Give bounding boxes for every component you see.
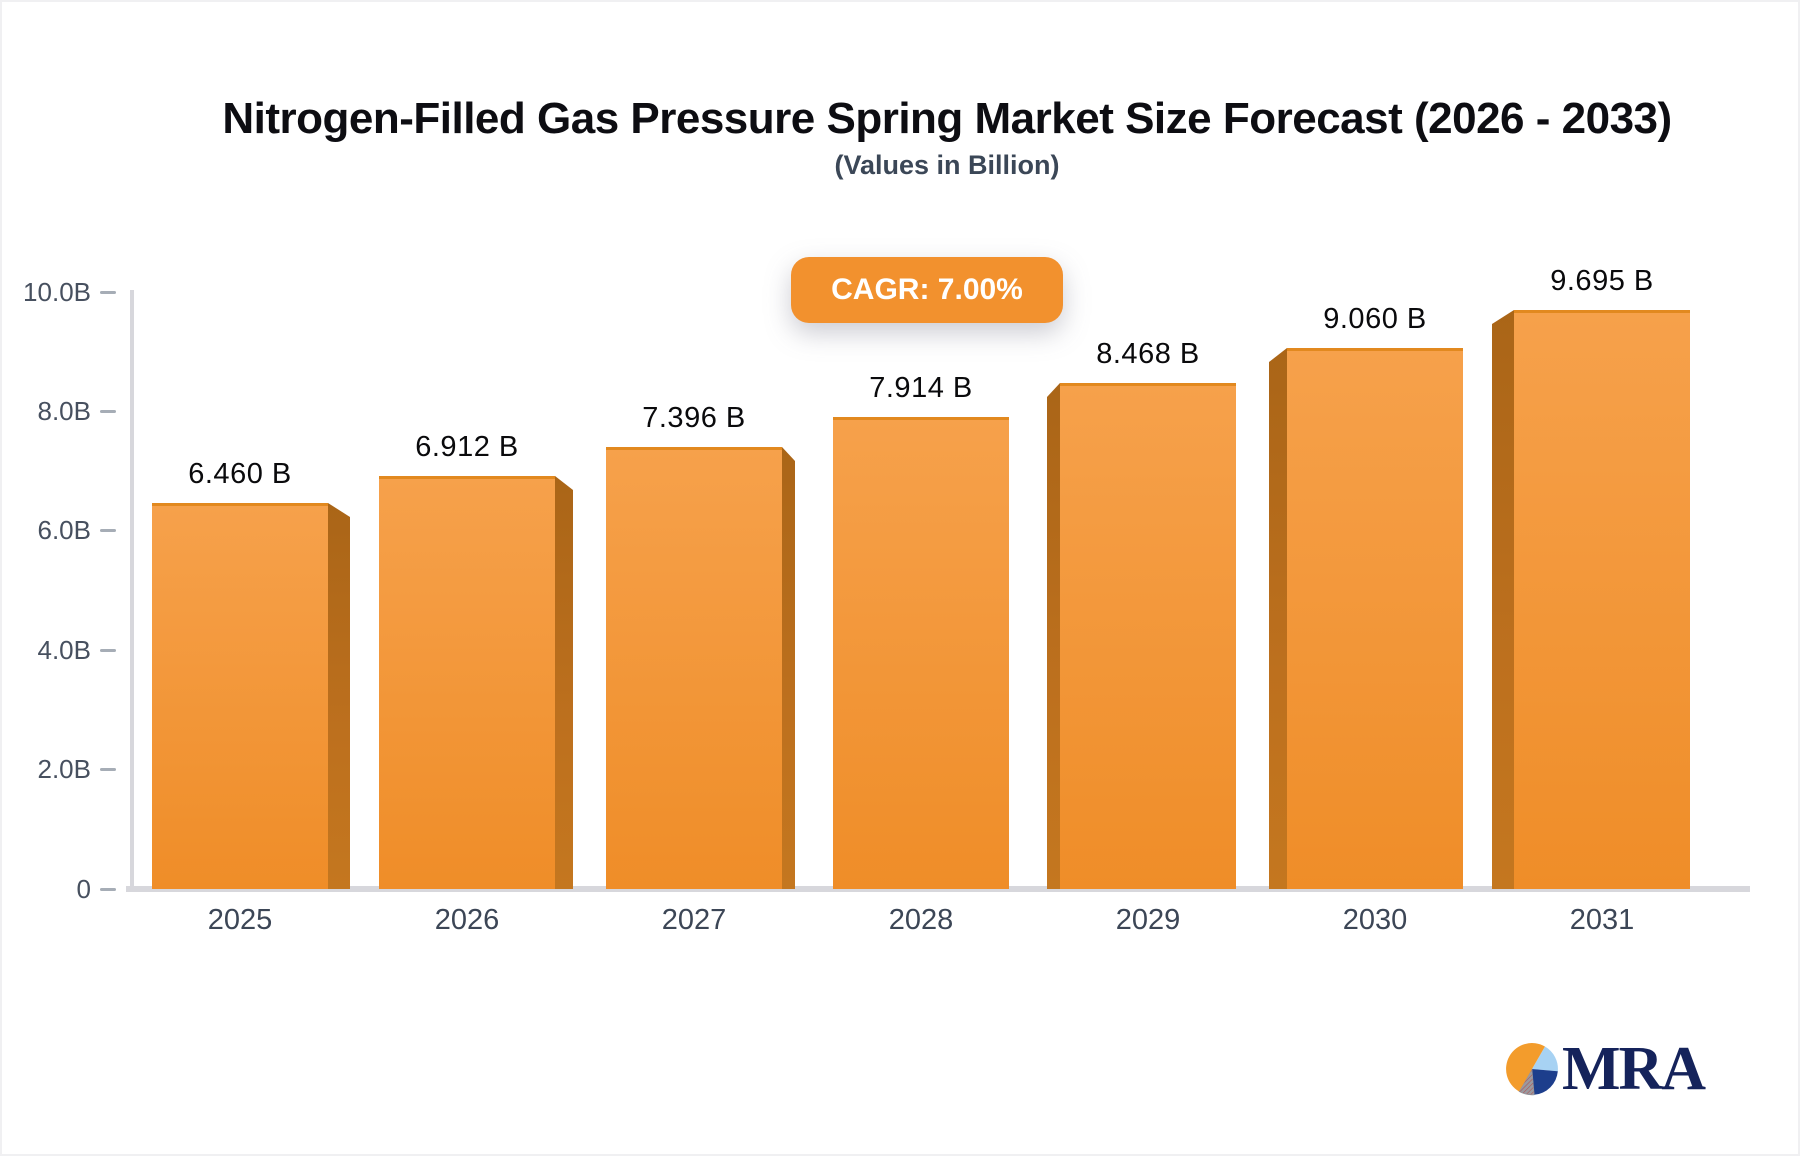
- bar-value-label: 8.468 B: [1096, 338, 1200, 370]
- y-tick-label: 4.0B: [37, 634, 92, 665]
- bar-front-face: [1060, 383, 1236, 889]
- y-tick-mark: [100, 409, 116, 413]
- x-label-2026: 2026: [434, 904, 500, 936]
- bar-front-face: [379, 476, 555, 889]
- bar-value-label: 7.914 B: [869, 372, 973, 404]
- bar-2027: 7.396 B: [606, 402, 795, 889]
- y-tick-mark: [100, 768, 116, 772]
- bar-side-face: [1492, 310, 1514, 889]
- bar-front-face: [152, 503, 328, 889]
- x-label-2028: 2028: [888, 904, 954, 936]
- bar-side-face: [1047, 383, 1060, 889]
- y-tick-mark: [100, 648, 116, 652]
- y-tick-mark: [100, 529, 116, 533]
- x-label-2027: 2027: [661, 904, 727, 936]
- x-label-2025: 2025: [207, 904, 273, 936]
- y-tick-mark: [100, 887, 116, 891]
- bar-2028: 7.914 B: [833, 372, 1009, 889]
- y-tick: 8.0B: [2, 395, 116, 426]
- y-tick-mark: [100, 290, 116, 294]
- bar-2031: 9.695 B: [1492, 265, 1690, 889]
- bar-value-label: 7.396 B: [642, 402, 746, 434]
- bar-2030: 9.060 B: [1269, 303, 1463, 889]
- y-tick-label: 6.0B: [37, 515, 92, 546]
- bar-2026: 6.912 B: [379, 431, 573, 889]
- bar-2029: 8.468 B: [1047, 338, 1236, 889]
- x-label-2030: 2030: [1342, 904, 1408, 936]
- bar-side-face: [328, 503, 350, 889]
- bar-front-face: [606, 447, 782, 889]
- brand-name: MRA: [1562, 1035, 1706, 1103]
- x-axis-line: [126, 886, 1750, 892]
- bar-value-label: 9.695 B: [1550, 265, 1654, 297]
- y-tick-label: 8.0B: [37, 395, 92, 426]
- bar-front-face: [1287, 348, 1463, 889]
- y-axis-line: [130, 290, 134, 892]
- x-label-2031: 2031: [1569, 904, 1635, 936]
- cagr-badge: CAGR: 7.00%: [791, 257, 1063, 323]
- bar-value-label: 9.060 B: [1323, 303, 1427, 335]
- chart-subtitle: (Values in Billion): [834, 150, 1060, 180]
- bar-side-face: [555, 476, 573, 889]
- y-tick: 4.0B: [2, 634, 116, 665]
- x-label-2029: 2029: [1115, 904, 1181, 936]
- y-tick: 6.0B: [2, 515, 116, 546]
- pie-logo-icon: [1506, 1043, 1558, 1096]
- bar-2025: 6.460 B: [152, 458, 350, 889]
- bar-front-face: [833, 417, 1009, 889]
- brand-logo: MRA: [1505, 1035, 1706, 1103]
- y-tick: 0: [2, 873, 116, 904]
- bar-value-label: 6.460 B: [188, 458, 292, 490]
- y-tick-label: 10.0B: [23, 276, 91, 307]
- bar-side-face: [782, 447, 795, 889]
- bar-front-face: [1514, 310, 1690, 889]
- bar-side-face: [1269, 348, 1287, 889]
- y-tick-label: 2.0B: [37, 754, 92, 785]
- bar-value-label: 6.912 B: [415, 431, 519, 463]
- chart-title: Nitrogen-Filled Gas Pressure Spring Mark…: [222, 94, 1672, 143]
- y-tick-label: 0: [76, 873, 91, 904]
- y-tick: 10.0B: [2, 276, 116, 307]
- y-tick: 2.0B: [2, 754, 116, 785]
